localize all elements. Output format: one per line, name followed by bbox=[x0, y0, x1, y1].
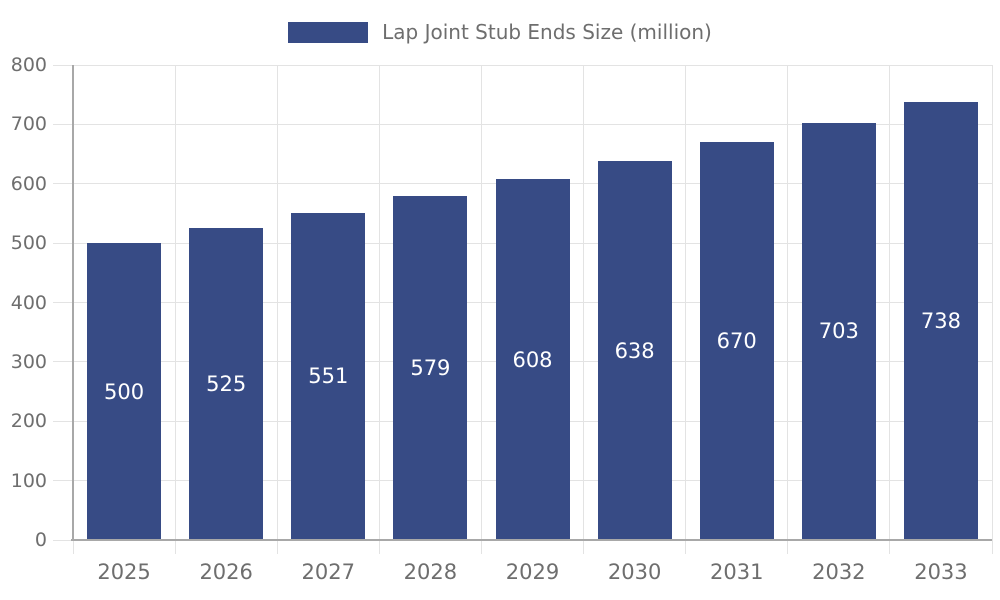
legend-label: Lap Joint Stub Ends Size (million) bbox=[382, 20, 712, 44]
y-tick-label: 100 bbox=[10, 469, 47, 492]
x-tick-label: 2031 bbox=[709, 560, 764, 584]
x-tick-label: 2027 bbox=[301, 560, 355, 584]
v-gridline-5 bbox=[583, 65, 585, 554]
x-tick-label: 2032 bbox=[812, 560, 866, 584]
x-tick-label: 2029 bbox=[505, 560, 560, 584]
y-tick-label: 400 bbox=[10, 291, 47, 314]
y-tick-label: 600 bbox=[10, 172, 47, 195]
h-gridline-800 bbox=[53, 65, 992, 66]
bar-value-label: 551 bbox=[308, 364, 349, 389]
v-gridline-3 bbox=[378, 65, 380, 554]
v-gridline-0 bbox=[72, 540, 74, 554]
bar-2029: 608 bbox=[495, 179, 570, 540]
chart-legend: Lap Joint Stub Ends Size (million) bbox=[0, 20, 1000, 44]
bar-value-label: 500 bbox=[104, 379, 145, 404]
y-axis-line bbox=[72, 65, 74, 540]
bar-2027: 551 bbox=[291, 212, 366, 540]
bar-2028: 579 bbox=[393, 196, 468, 540]
h-gridline-0 bbox=[53, 539, 73, 541]
legend-swatch bbox=[288, 21, 369, 43]
bar-value-label: 670 bbox=[716, 329, 757, 354]
bar-value-label: 703 bbox=[818, 319, 859, 344]
h-gridline-700 bbox=[53, 123, 992, 125]
bar-value-label: 738 bbox=[920, 308, 961, 333]
x-tick-label: 2030 bbox=[607, 560, 662, 584]
y-tick-label: 200 bbox=[10, 410, 47, 433]
x-tick-label: 2033 bbox=[914, 560, 968, 584]
y-tick-label: 700 bbox=[10, 113, 47, 136]
bar-value-label: 525 bbox=[206, 372, 247, 397]
v-gridline-9 bbox=[991, 65, 993, 554]
bar-2033: 738 bbox=[903, 101, 978, 540]
v-gridline-6 bbox=[685, 65, 687, 554]
bar-2032: 703 bbox=[801, 122, 876, 540]
y-tick-label: 0 bbox=[34, 529, 47, 551]
x-tick-label: 2026 bbox=[199, 560, 253, 584]
y-tick-label: 300 bbox=[10, 350, 47, 373]
v-gridline-7 bbox=[787, 65, 789, 554]
bar-2031: 670 bbox=[699, 142, 774, 540]
bar-value-label: 638 bbox=[614, 338, 655, 363]
bar-2026: 525 bbox=[189, 228, 264, 540]
x-axis-line bbox=[71, 539, 992, 541]
v-gridline-2 bbox=[276, 65, 278, 554]
x-tick-label: 2025 bbox=[97, 560, 151, 584]
v-gridline-1 bbox=[174, 65, 176, 554]
v-gridline-4 bbox=[480, 65, 482, 554]
y-tick-label: 800 bbox=[10, 54, 47, 76]
x-tick-label: 2028 bbox=[403, 560, 458, 584]
bar-2025: 500 bbox=[87, 243, 162, 540]
bar-2030: 638 bbox=[597, 161, 672, 540]
v-gridline-8 bbox=[889, 65, 891, 554]
y-tick-label: 500 bbox=[10, 232, 47, 255]
bar-value-label: 579 bbox=[410, 356, 451, 381]
bar-value-label: 608 bbox=[512, 347, 553, 372]
plot-area: 0 100 200 300 400 500 600 700 800 500 525 551 579 608… bbox=[11, 54, 993, 584]
